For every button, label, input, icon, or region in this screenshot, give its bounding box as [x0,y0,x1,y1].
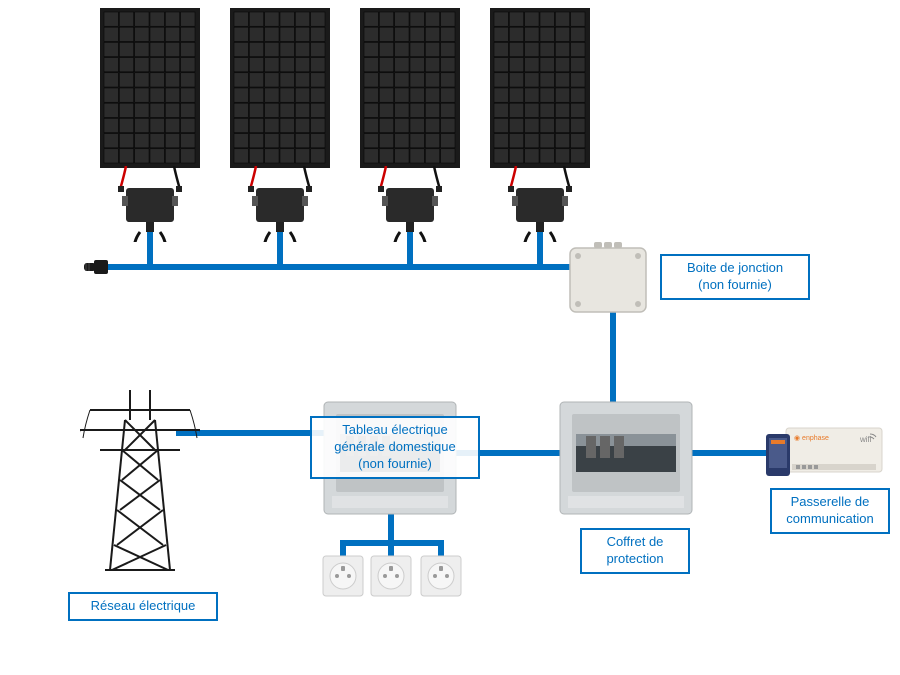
wall-outlet-2 [370,555,412,597]
svg-text:wifi: wifi [859,435,872,444]
solar-panel-1 [100,8,200,168]
svg-text:◉ enphase: ◉ enphase [794,435,829,442]
wall-outlet-3 [420,555,462,597]
protection-box [556,398,696,518]
label-protection: Coffret de protection [580,528,690,574]
micro-inverter-1 [122,188,178,242]
solar-panel-2 [230,8,330,168]
micro-inverter-4 [512,188,568,242]
junction-box [564,242,652,318]
solar-panel-3 [360,8,460,168]
solar-panel-4 [490,8,590,168]
wall-outlet-1 [322,555,364,597]
cable-gland-icon [82,256,110,278]
label-junction: Boite de jonction (non fournie) [660,254,810,300]
cable-bus [100,264,602,270]
micro-inverter-3 [382,188,438,242]
label-gateway: Passerelle de communication [770,488,890,534]
label-grid: Réseau électrique [68,592,218,621]
micro-inverter-2 [252,188,308,242]
label-panel: Tableau électrique générale domestique (… [310,416,480,479]
gateway-device: ◉ enphase wifi [766,420,886,480]
power-pylon-icon [80,380,200,580]
